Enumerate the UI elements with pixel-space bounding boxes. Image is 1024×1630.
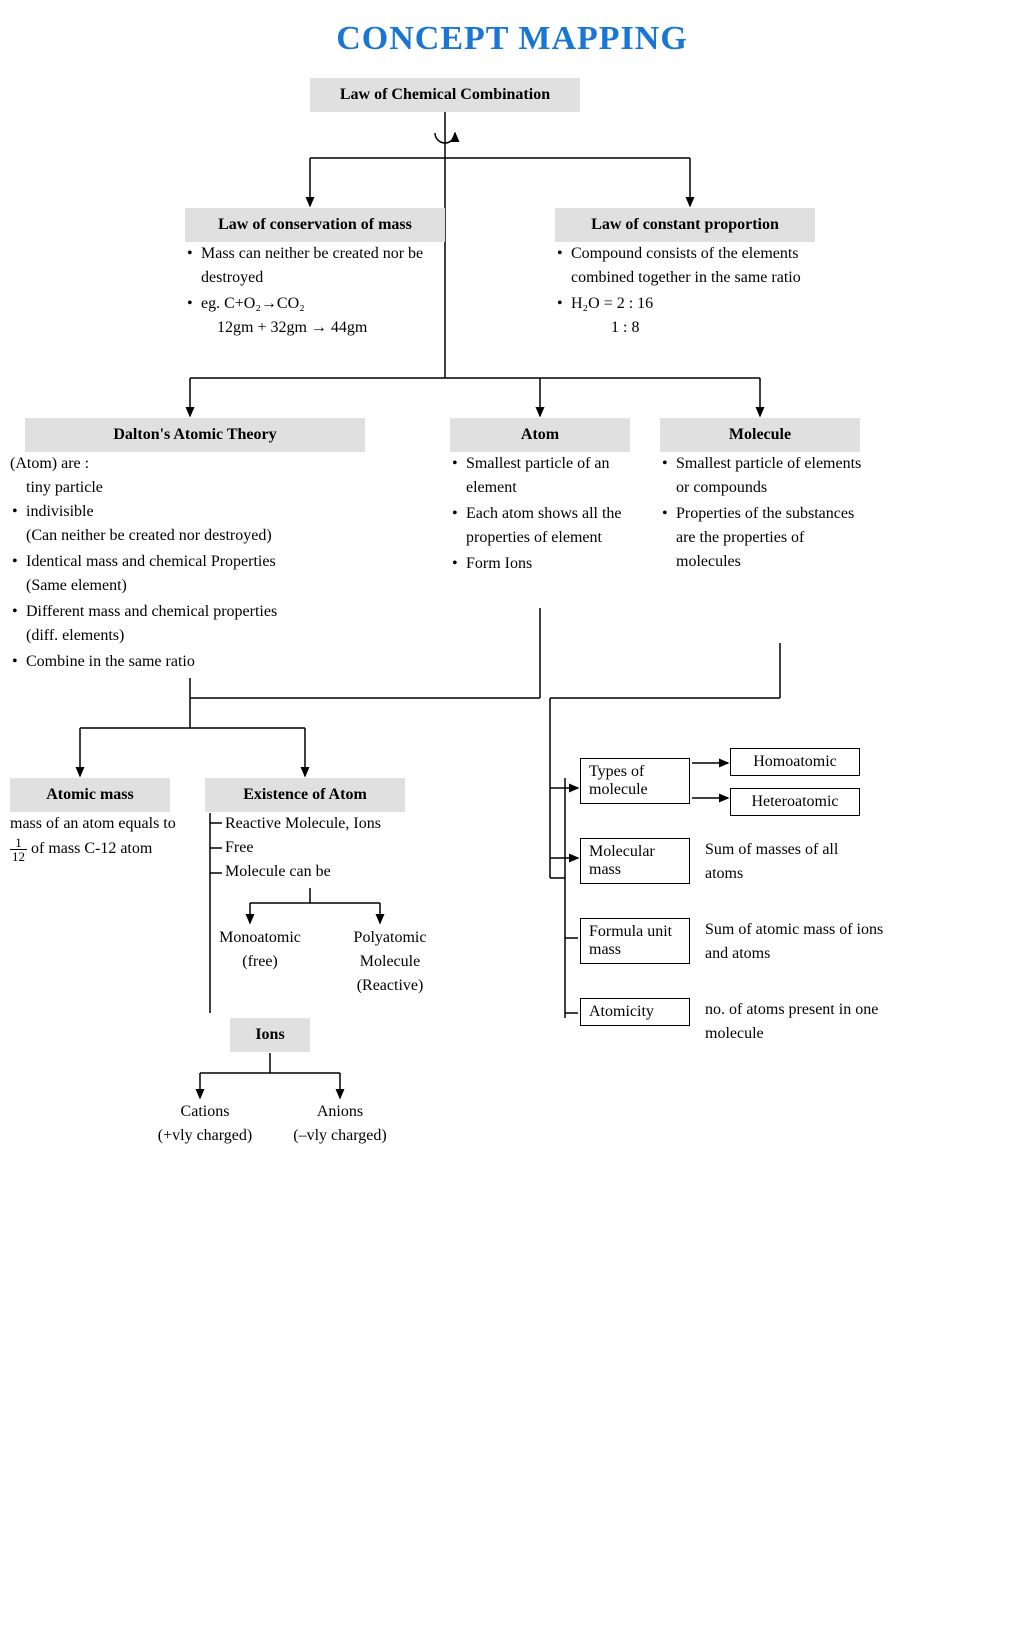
conserv-eq2: 12gm + 32gm → 44gm [201, 316, 445, 340]
anions: Anions(–vly charged) [280, 1100, 400, 1148]
const-eq: H₂O = 2 : 16 [571, 295, 653, 312]
molmass-box: Molecular mass [580, 838, 690, 884]
molecule-header: Molecule [660, 418, 860, 452]
conserv-eq: eg. C+O₂→CO₂ [201, 295, 305, 312]
conservation-header: Law of conservation of mass [185, 208, 445, 242]
types-box: Types of molecule [580, 758, 690, 804]
funit-box: Formula unit mass [580, 918, 690, 964]
molecule-body: Smallest particle of elements or compoun… [660, 452, 870, 574]
exist-l1: Reactive Molecule, Ions [225, 812, 445, 836]
dalton-tiny: tiny particle [10, 476, 390, 500]
amass-t1: mass of an atom equals to [10, 815, 176, 832]
const-item-2: H₂O = 2 : 16 1 : 8 [555, 292, 835, 340]
atom-b1: Smallest particle of an element [450, 452, 650, 500]
conserv-item-1: Mass can neither be created nor be destr… [185, 242, 445, 290]
atomicity-desc: no. of atoms present in one molecule [705, 998, 895, 1046]
root-node: Law of Chemical Combination [310, 78, 580, 112]
molmass-desc: Sum of masses of all atoms [705, 838, 875, 886]
dalton-b4: Combine in the same ratio [10, 650, 390, 674]
atomicmass-body: mass of an atom equals to 112 of mass C-… [10, 812, 180, 863]
exist-l2: Free [225, 836, 445, 860]
exist-l3: Molecule can be [225, 860, 445, 884]
atom-b3: Form Ions [450, 552, 650, 576]
existence-header: Existence of Atom [205, 778, 405, 812]
constant-body: Compound consists of the elements combin… [555, 242, 835, 340]
const-eq2: 1 : 8 [571, 316, 835, 340]
dalton-b2: Identical mass and chemical Properties(S… [10, 550, 390, 598]
amass-t2: of mass C-12 atom [27, 840, 152, 857]
constant-header: Law of constant proportion [555, 208, 815, 242]
homo-box: Homoatomic [730, 748, 860, 776]
concept-map: Law of Chemical Combination Law of conse… [10, 78, 1010, 1358]
const-item-1: Compound consists of the elements combin… [555, 242, 835, 290]
cations: Cations(+vly charged) [145, 1100, 265, 1148]
page-title: CONCEPT MAPPING [10, 20, 1014, 58]
dalton-header: Dalton's Atomic Theory [25, 418, 365, 452]
existence-body: Reactive Molecule, Ions Free Molecule ca… [205, 812, 445, 884]
atom-b2: Each atom shows all the properties of el… [450, 502, 650, 550]
atomicity-box: Atomicity [580, 998, 690, 1026]
mol-b1: Smallest particle of elements or compoun… [660, 452, 870, 500]
mol-b2: Properties of the substances are the pro… [660, 502, 870, 574]
atom-body: Smallest particle of an element Each ato… [450, 452, 650, 576]
polyatomic: PolyatomicMolecule(Reactive) [335, 926, 445, 998]
dalton-b3: Different mass and chemical properties(d… [10, 600, 390, 648]
atom-header: Atom [450, 418, 630, 452]
dalton-body: (Atom) are : tiny particle indivisible(C… [10, 452, 390, 674]
funit-desc: Sum of atomic mass of ions and atoms [705, 918, 895, 966]
conserv-item-2: eg. C+O₂→CO₂ 12gm + 32gm → 44gm [185, 292, 445, 340]
monoatomic: Monoatomic(free) [205, 926, 315, 974]
dalton-pre: (Atom) are : [10, 452, 390, 476]
amass-frac: 112 [10, 836, 27, 863]
dalton-b1: indivisible(Can neither be created nor d… [10, 500, 390, 548]
atomicmass-header: Atomic mass [10, 778, 170, 812]
ions-header: Ions [230, 1018, 310, 1052]
hetero-box: Heteroatomic [730, 788, 860, 816]
connectors [10, 78, 1010, 1358]
conservation-body: Mass can neither be created nor be destr… [185, 242, 445, 340]
